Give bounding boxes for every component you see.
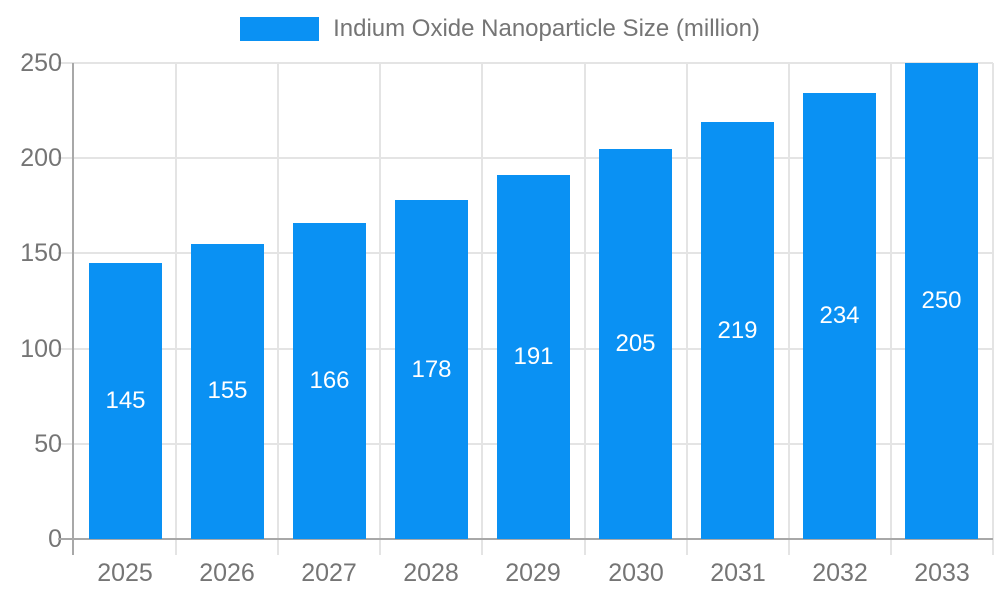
x-tick-label: 2025 [97,559,153,587]
bar-value-label: 191 [513,343,554,370]
bar [599,149,672,539]
bar-value-label: 205 [615,330,656,357]
y-tick-label: 250 [20,49,62,77]
bar [905,63,978,539]
x-axis-tick [788,539,790,555]
x-tick-label: 2029 [505,559,561,587]
x-axis-tick [277,539,279,555]
y-tick-label: 150 [20,239,62,267]
y-axis-tick [58,252,74,254]
gridline-vertical [481,63,483,539]
x-axis-tick [175,539,177,555]
x-axis-tick [686,539,688,555]
bar [395,200,468,539]
x-tick-label: 2027 [301,559,357,587]
gridline-vertical [686,63,688,539]
bar [497,175,570,539]
y-axis-tick [58,348,74,350]
y-tick-label: 50 [34,430,62,458]
bar-value-label: 145 [105,387,146,414]
bar [701,122,774,539]
bar [803,93,876,539]
gridline-vertical [890,63,892,539]
bar [191,244,264,539]
legend-label: Indium Oxide Nanoparticle Size (million) [333,15,760,42]
x-tick-label: 2033 [914,559,970,587]
gridline-vertical [788,63,790,539]
gridline-vertical [379,63,381,539]
x-tick-label: 2028 [403,559,459,587]
x-axis-tick [379,539,381,555]
bar-value-label: 234 [819,302,860,329]
x-tick-label: 2030 [608,559,664,587]
gridline-vertical [277,63,279,539]
bar-value-label: 155 [207,377,248,404]
gridline-vertical [584,63,586,539]
x-tick-label: 2026 [199,559,255,587]
bar-value-label: 250 [921,287,962,314]
y-tick-label: 200 [20,144,62,172]
legend-item[interactable]: Indium Oxide Nanoparticle Size (million) [0,15,1000,43]
x-axis-tick [890,539,892,555]
gridline-horizontal [74,62,993,64]
bar-value-label: 219 [717,317,758,344]
y-axis-tick [58,157,74,159]
bar [89,263,162,539]
x-axis-tick [481,539,483,555]
gridline-horizontal [74,157,993,159]
y-axis-tick [58,62,74,64]
y-tick-label: 100 [20,335,62,363]
y-axis-line [72,63,74,555]
bar-value-label: 166 [309,367,350,394]
x-axis-line [58,538,993,540]
x-axis-tick [584,539,586,555]
gridline-vertical [992,63,994,539]
gridline-vertical [175,63,177,539]
x-tick-label: 2032 [812,559,868,587]
y-axis-tick [58,443,74,445]
x-axis-tick [992,539,994,555]
y-tick-label: 0 [48,525,62,553]
bar [293,223,366,539]
legend-swatch [240,17,320,41]
x-tick-label: 2031 [710,559,766,587]
bar-value-label: 178 [411,356,452,383]
